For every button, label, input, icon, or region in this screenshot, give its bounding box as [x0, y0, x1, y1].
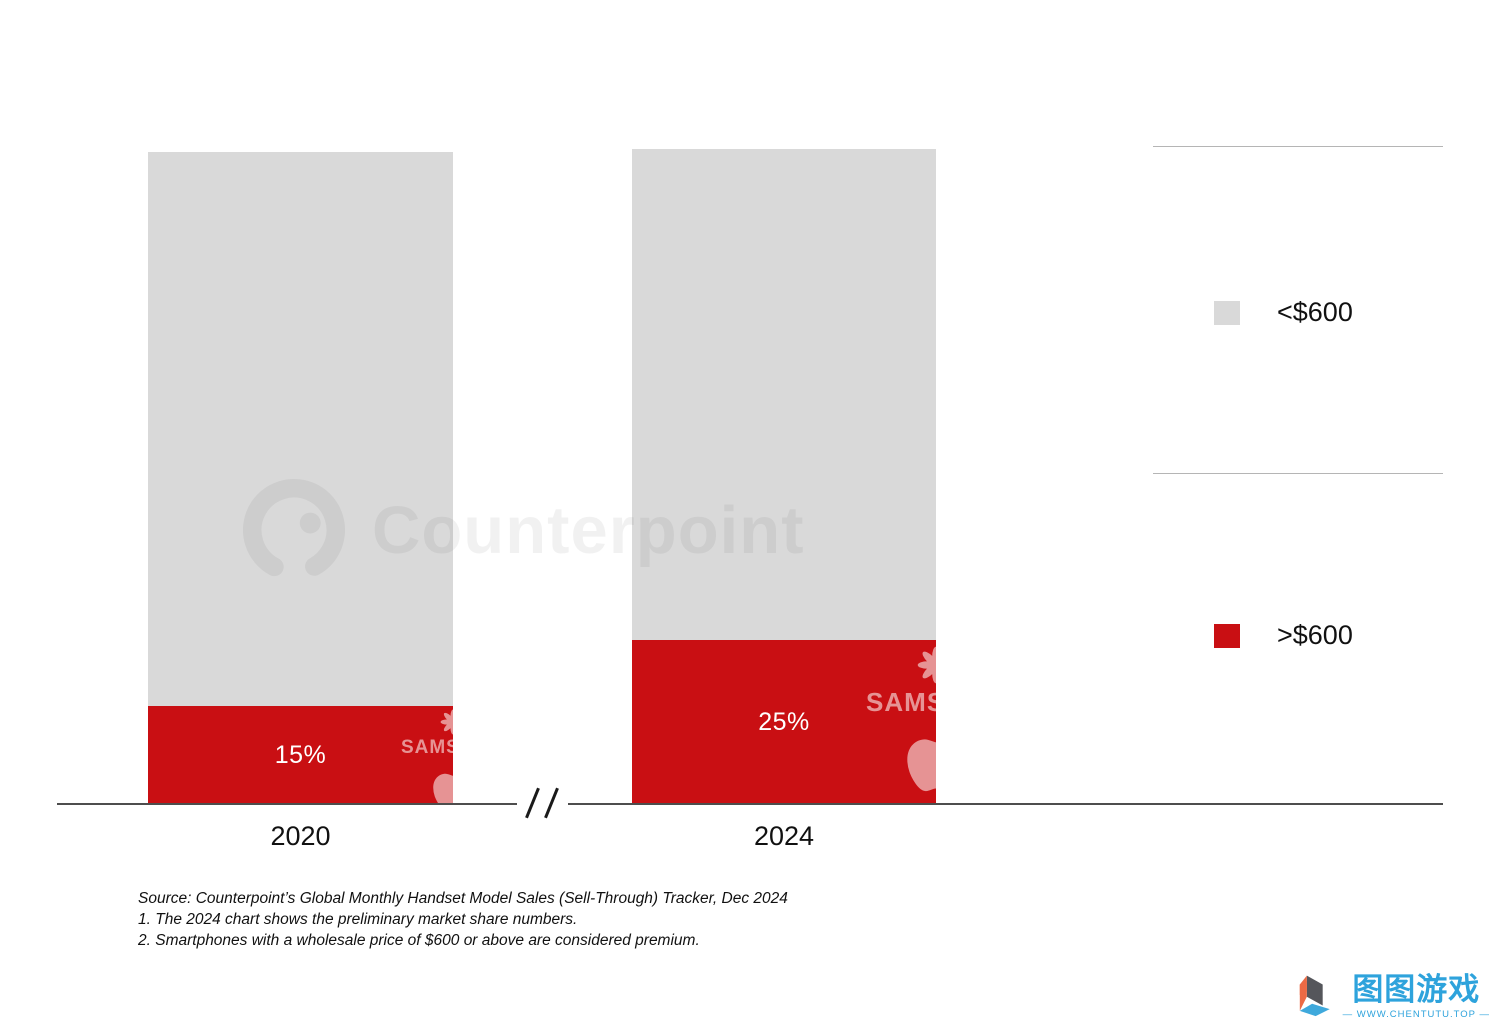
brand-watermark-2020: SAMSUNG — [401, 709, 505, 813]
samsung-watermark-text: SAMSUNG — [400, 737, 506, 759]
x-tick-label-2024: 2024 — [753, 821, 815, 851]
site-badge-name: 图图游戏 — [1352, 972, 1481, 1008]
x-tick-label-2020: 2020 — [270, 821, 331, 851]
bar-2024: 25% SAMSUNG — [632, 149, 1005, 804]
axis-break-slash — [525, 787, 540, 819]
apple-logo-icon — [907, 723, 965, 792]
legend-label-under600: <$600 — [1277, 297, 1353, 327]
site-badge-url: — WWW.CHENTUTU.TOP — — [1342, 1009, 1490, 1020]
bar-2020-value-label: 15% — [274, 740, 327, 769]
site-badge-cube-icon — [1299, 975, 1330, 1017]
axis-break-slash — [544, 787, 559, 819]
x-axis-line-left — [57, 803, 517, 805]
legend-divider-middle — [1153, 473, 1443, 474]
legend-swatch-gray — [1214, 300, 1240, 325]
legend-item-under600: <$600 — [1214, 297, 1353, 328]
bar-2020: 15% SAMSUNG — [148, 152, 504, 810]
legend-label-over600: >$600 — [1277, 620, 1353, 650]
bar-2024-value-label: 25% — [758, 707, 810, 736]
bar-2020-segment-under600 — [148, 152, 453, 707]
brand-watermark-2024: SAMSUNG — [866, 646, 1006, 796]
apple-logo-icon — [433, 762, 473, 810]
bar-2024-segment-over600: 25% SAMSUNG — [632, 640, 1005, 804]
legend-divider-top — [1153, 146, 1443, 147]
legend-swatch-red — [1214, 623, 1240, 648]
bar-2020-segment-over600: 15% SAMSUNG — [148, 706, 504, 810]
samsung-watermark-text: SAMSUNG — [866, 687, 1006, 718]
huawei-flower-icon — [917, 647, 955, 684]
footnotes: Source: Counterpoint’s Global Monthly Ha… — [138, 888, 788, 951]
footnote-2: 2. Smartphones with a wholesale price of… — [138, 932, 700, 949]
bar-2024-segment-under600 — [632, 149, 936, 641]
legend-item-over600: >$600 — [1214, 620, 1353, 651]
huawei-flower-icon — [440, 709, 466, 735]
site-badge: 图图游戏 — WWW.CHENTUTU.TOP — — [1291, 970, 1490, 1020]
source-line: Source: Counterpoint’s Global Monthly Ha… — [138, 890, 788, 907]
footnote-1: 1. The 2024 chart shows the preliminary … — [138, 911, 578, 928]
x-axis-line-right — [568, 803, 1443, 805]
